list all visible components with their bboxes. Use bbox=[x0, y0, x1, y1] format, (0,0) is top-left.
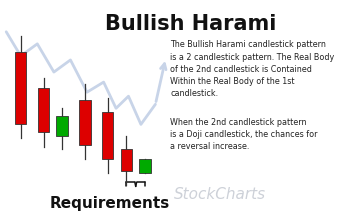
Bar bbox=[121, 149, 132, 171]
Text: The Bullish Harami candlestick pattern
is a 2 candlestick pattern. The Real Body: The Bullish Harami candlestick pattern i… bbox=[171, 40, 335, 98]
Bar bbox=[15, 52, 27, 124]
Text: When the 2nd candlestick pattern
is a Doji candlestick, the chances for
a revers: When the 2nd candlestick pattern is a Do… bbox=[171, 118, 318, 151]
Bar bbox=[139, 159, 151, 173]
Text: StockCharts: StockCharts bbox=[173, 187, 266, 202]
Bar bbox=[57, 116, 68, 137]
Text: Requirements: Requirements bbox=[50, 196, 170, 211]
Bar bbox=[102, 112, 113, 159]
Bar bbox=[79, 100, 91, 145]
Bar bbox=[38, 88, 49, 132]
Text: Bullish Harami: Bullish Harami bbox=[105, 14, 277, 34]
